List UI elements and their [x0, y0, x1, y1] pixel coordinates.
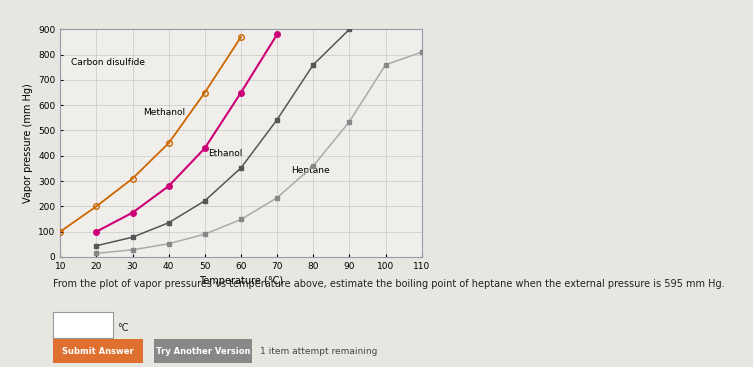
- Text: From the plot of vapor pressures vs temperature above, estimate the boiling poin: From the plot of vapor pressures vs temp…: [53, 279, 724, 289]
- Text: Methanol: Methanol: [143, 108, 185, 117]
- Text: Try Another Version: Try Another Version: [156, 347, 251, 356]
- Text: Submit Answer: Submit Answer: [62, 347, 134, 356]
- Text: Heptane: Heptane: [291, 167, 330, 175]
- X-axis label: Temperature (°C): Temperature (°C): [199, 276, 283, 286]
- Text: °C: °C: [117, 323, 128, 334]
- Text: Ethanol: Ethanol: [209, 149, 242, 158]
- Text: 1 item attempt remaining: 1 item attempt remaining: [260, 347, 377, 356]
- Text: Carbon disulfide: Carbon disulfide: [71, 58, 145, 67]
- Y-axis label: Vapor pressure (mm Hg): Vapor pressure (mm Hg): [23, 83, 32, 203]
